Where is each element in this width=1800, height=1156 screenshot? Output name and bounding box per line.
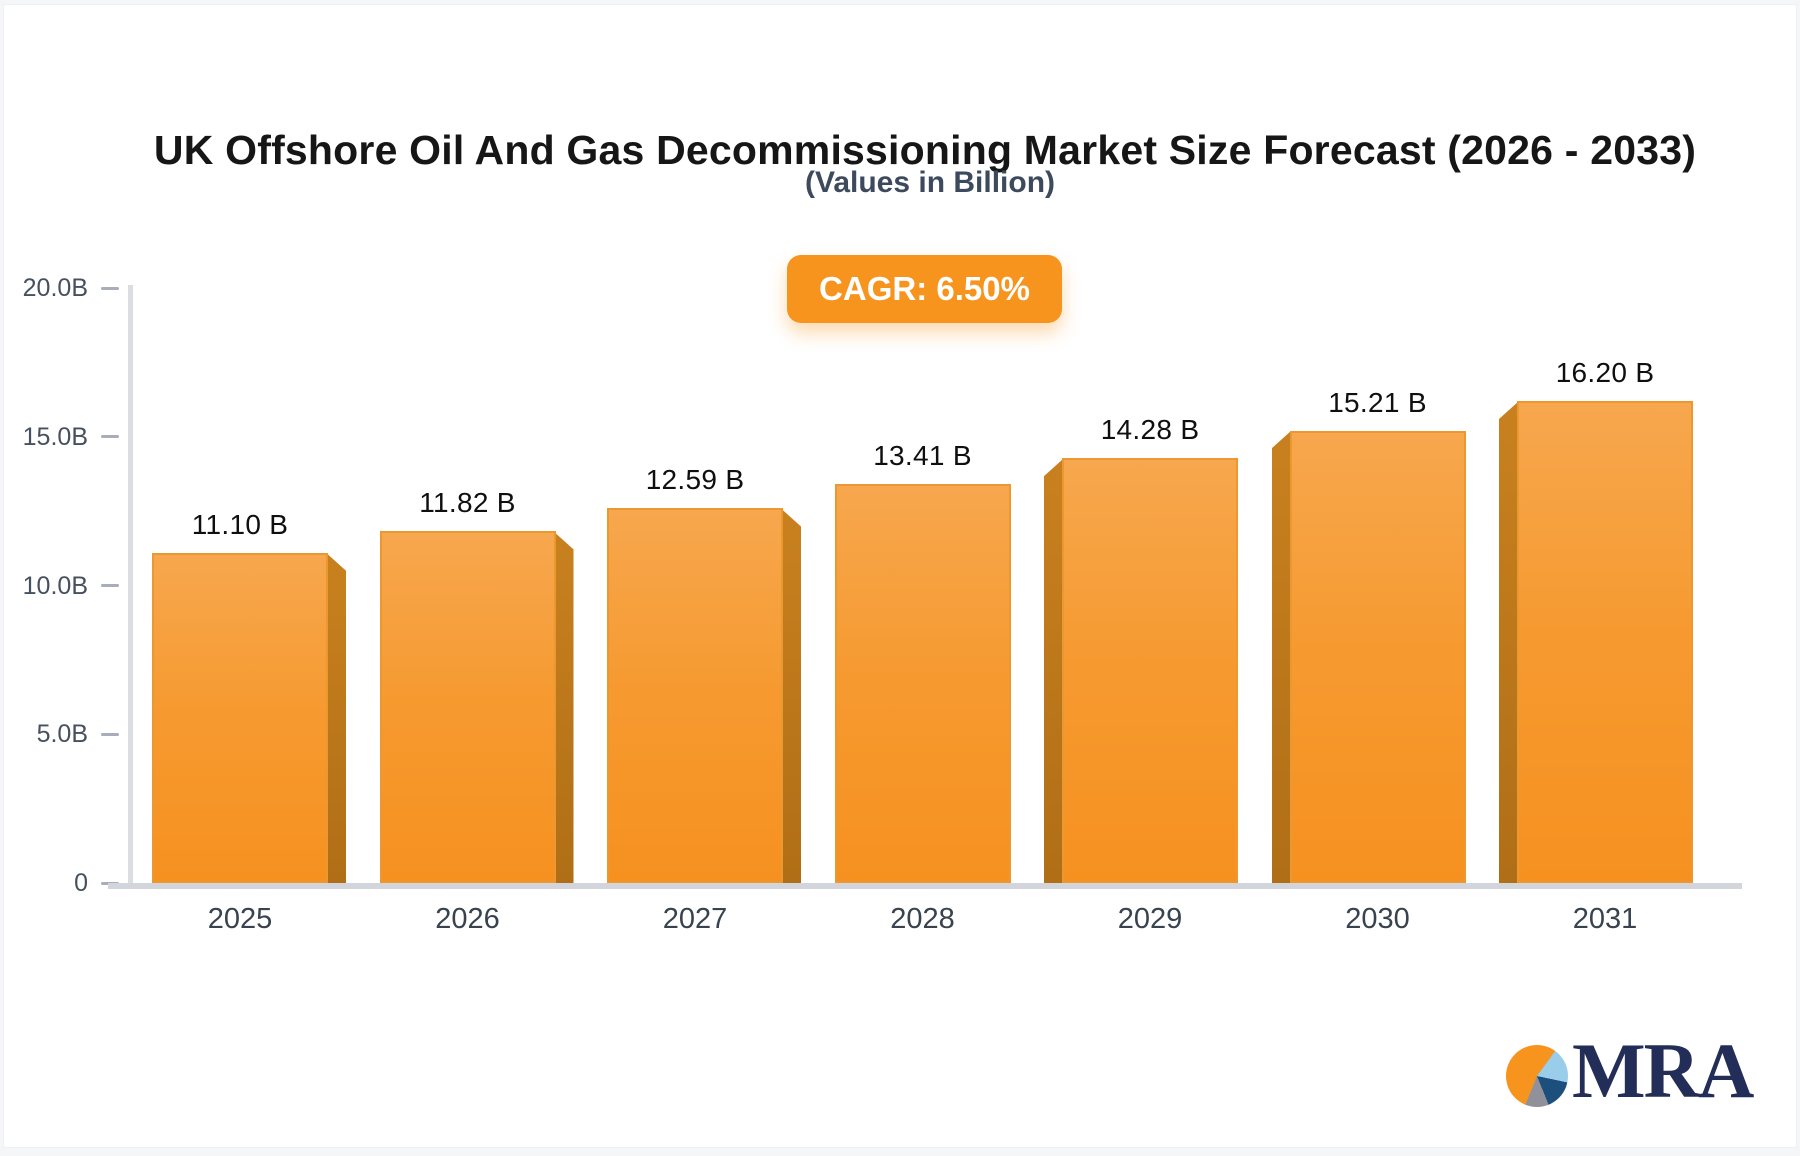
cagr-badge: CAGR: 6.50% [787, 255, 1062, 323]
x-axis-label-2029: 2029 [1117, 903, 1183, 935]
bar-2029 [1062, 458, 1238, 883]
x-axis-label-2030: 2030 [1345, 903, 1410, 935]
mra-logo-pie-icon [1506, 1045, 1568, 1107]
mra-logo-text: MRA [1572, 1027, 1754, 1114]
bar-2027 [607, 508, 783, 883]
y-tick-mark [101, 732, 119, 736]
bar-side-face-2025 [326, 552, 346, 883]
chart-subtitle: (Values in Billion) [804, 166, 1056, 199]
bar-side-face-2027 [781, 508, 801, 883]
y-tick-label-15.0B: 15.0B [22, 422, 88, 451]
y-tick-label-5.0B: 5.0B [36, 720, 88, 749]
bar-2028 [834, 484, 1011, 883]
y-tick-mark [101, 286, 119, 290]
chart-title: UK Offshore Oil And Gas Decommissioning … [153, 127, 1697, 174]
x-axis-label-2027: 2027 [662, 903, 728, 935]
y-tick-mark [101, 435, 119, 439]
x-axis-line [108, 883, 1742, 889]
bar-value-label-2030: 15.21 B [1328, 386, 1427, 418]
y-tick-mark [101, 584, 119, 587]
y-tick-label-20.0B: 20.0B [22, 274, 88, 302]
bar-value-label-2031: 16.20 B [1555, 357, 1655, 389]
bar-side-face-2031 [1499, 401, 1519, 883]
x-axis-label-2025: 2025 [207, 903, 273, 935]
bar-2026 [379, 531, 556, 883]
x-axis-label-2028: 2028 [890, 903, 955, 935]
bar-2030 [1289, 430, 1466, 883]
y-tick-label-10.0B: 10.0B [22, 571, 88, 600]
bar-side-face-2029 [1044, 458, 1064, 883]
y-axis-line [128, 285, 133, 889]
x-axis-label-2031: 2031 [1572, 903, 1638, 935]
bar-side-face-2026 [553, 531, 574, 883]
bar-value-label-2026: 11.82 B [419, 487, 516, 519]
bar-value-label-2025: 11.10 B [191, 508, 289, 540]
bar-side-face-2030 [1271, 430, 1292, 883]
y-tick-label-0: 0 [74, 869, 88, 897]
bar-value-label-2029: 14.28 B [1100, 414, 1200, 446]
bar-2025 [152, 552, 328, 883]
bar-2031 [1517, 401, 1693, 883]
bar-value-label-2028: 13.41 B [873, 440, 972, 472]
bar-value-label-2027: 12.59 B [645, 464, 745, 496]
x-axis-label-2026: 2026 [435, 903, 500, 935]
